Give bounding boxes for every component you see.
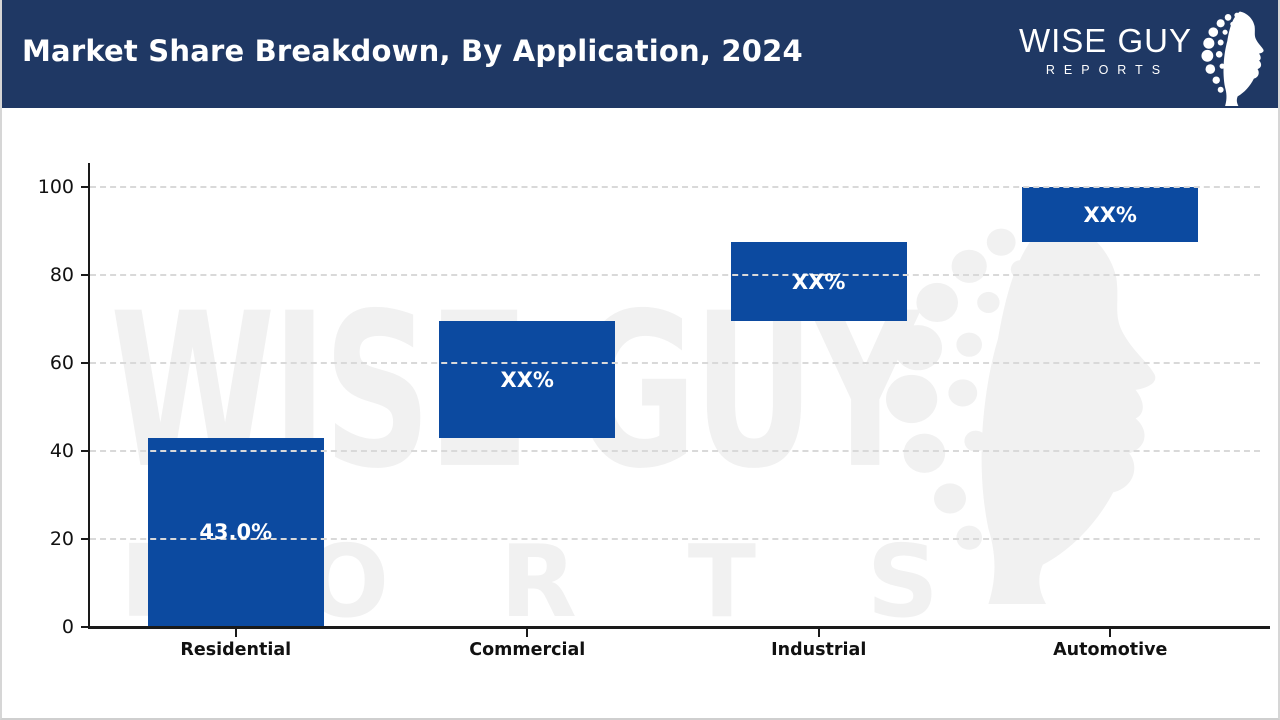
x-tick-label-industrial: Industrial — [771, 640, 867, 660]
page-title: Market Share Breakdown, By Application, … — [22, 34, 803, 68]
gridline-60 — [90, 362, 1260, 364]
y-tick-mark — [81, 362, 90, 364]
bar-industrial — [730, 242, 907, 322]
bar-value-label: XX% — [500, 367, 554, 392]
y-tick-label: 100 — [37, 176, 74, 198]
y-tick-label: 80 — [49, 264, 74, 286]
x-tick-label-automotive: Automotive — [1053, 640, 1168, 660]
bar-value-label: XX% — [1083, 202, 1137, 227]
brand-wordmark: WISE GUY REPORTS — [1019, 22, 1192, 77]
bar-value-label: XX% — [792, 269, 846, 294]
bar-value-label: 43.0% — [199, 520, 273, 545]
gridline-40 — [90, 450, 1260, 452]
wise-guy-face-icon — [1201, 11, 1264, 106]
gridline-20 — [90, 538, 1260, 540]
y-tick-label: 20 — [49, 528, 74, 550]
y-axis-spine — [88, 163, 90, 629]
y-tick-mark — [81, 450, 90, 452]
x-tick-label-residential: Residential — [180, 640, 292, 660]
x-axis-spine — [88, 626, 1270, 629]
brand-logo: WISE GUY REPORTS — [1019, 6, 1270, 106]
x-tick-mark — [817, 629, 820, 637]
y-tick-label: 0 — [61, 616, 74, 638]
x-tick-mark — [234, 629, 237, 637]
bar-commercial — [439, 321, 616, 438]
y-tick-mark — [81, 186, 90, 188]
gridline-100 — [90, 186, 1260, 188]
x-tick-mark — [1109, 629, 1112, 637]
header-bar: Market Share Breakdown, By Application, … — [2, 0, 1278, 108]
gridline-80 — [90, 274, 1260, 276]
brand-sub-text: REPORTS — [1045, 63, 1170, 77]
x-tick-mark — [526, 629, 529, 637]
y-tick-mark — [81, 626, 90, 628]
brand-name-text: WISE GUY — [1018, 22, 1192, 59]
x-tick-label-commercial: Commercial — [469, 640, 586, 660]
y-tick-label: 60 — [49, 352, 74, 374]
y-tick-label: 40 — [49, 440, 74, 462]
y-tick-mark — [81, 274, 90, 276]
y-tick-mark — [81, 538, 90, 540]
bar-residential — [147, 437, 324, 627]
